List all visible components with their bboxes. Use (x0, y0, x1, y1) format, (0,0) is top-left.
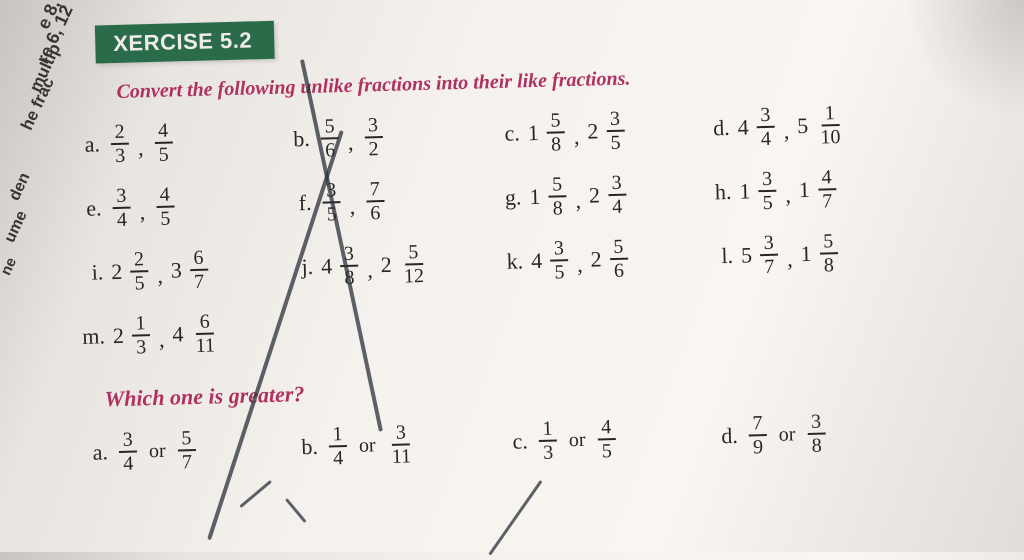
item-label: a. (68, 131, 109, 158)
question-2-items: a. 34 or 57 b. 14 or 311 c. 13 or 45 d. … (75, 407, 990, 475)
item-c: 158, 235 (527, 106, 708, 155)
question-1-items: a. 23, 45 b. 56, 32 c. 158, 235 d. 434, … (67, 99, 987, 359)
item-label: m. (73, 323, 114, 350)
item-d: 434, 5110 (737, 101, 918, 150)
item-label: l. (711, 243, 742, 270)
item-label: k. (501, 248, 532, 275)
question-1-text: Convert the following unlike fractions i… (116, 58, 980, 104)
item-f: 35, 76 (319, 176, 500, 225)
item-l: 537, 158 (740, 229, 921, 278)
item2-a: 34 or 57 (115, 425, 296, 474)
exercise-banner: XERCISE 5.2 (95, 21, 275, 64)
item-k: 435, 256 (531, 234, 712, 283)
item-label: h. (709, 179, 740, 206)
item-label: c. (497, 120, 528, 147)
item2-d: 79 or 38 (745, 409, 926, 458)
item-e: 34, 45 (109, 181, 290, 230)
item-a: 23, 45 (107, 117, 288, 166)
page-content: XERCISE 5.2 Convert the following unlike… (0, 0, 1024, 560)
item-label: a. (76, 439, 117, 466)
item-label: d. (715, 423, 746, 450)
item-label: b. (288, 126, 319, 153)
item-label: c. (506, 428, 537, 455)
item-label: g. (499, 184, 530, 211)
item-b: 56, 32 (317, 112, 498, 161)
question-2-text: Which one is greater? (104, 363, 988, 412)
item-h: 135, 147 (739, 165, 920, 214)
item-label: d. (707, 115, 738, 142)
item-label: e. (69, 195, 110, 222)
item2-c: 13 or 45 (535, 414, 716, 463)
item-i: 225, 367 (111, 245, 292, 294)
item2-b: 14 or 311 (325, 420, 506, 469)
item-g: 158, 234 (529, 170, 710, 219)
item-m: 213, 4611 (112, 309, 293, 358)
item-label: i. (71, 259, 112, 286)
item-label: b. (296, 434, 327, 461)
